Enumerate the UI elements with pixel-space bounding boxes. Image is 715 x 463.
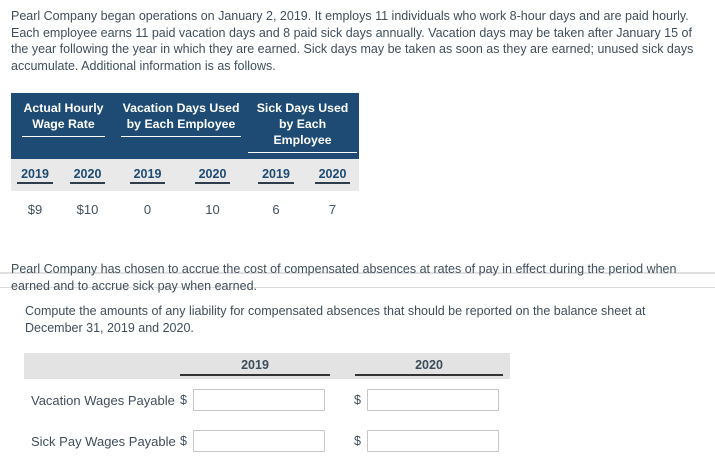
question-paragraph: Compute the amounts of any liability for… — [25, 304, 646, 335]
answer-row-vacation: Vacation Wages Payable $ $ — [24, 380, 510, 420]
table-year-row: 2019 2020 2019 2020 2019 2020 — [11, 159, 360, 191]
answer-year-2020: 2020 — [355, 358, 503, 376]
table-value-row: $9 $10 0 10 6 7 — [11, 191, 360, 225]
answer-year-2019: 2019 — [180, 358, 330, 376]
header-label: Actual Hourly Wage Rate — [21, 100, 106, 137]
answer-card: Compute the amounts of any liability for… — [0, 287, 715, 462]
header-label: Vacation Days Used by Each Employee — [120, 100, 242, 137]
vacation-payable-2020-input[interactable] — [367, 389, 499, 411]
answer-row-sick-pay: Sick Pay Wages Payable $ $ — [24, 421, 510, 461]
dollar-sign: $ — [180, 393, 187, 407]
intro-paragraph: Pearl Company began operations on Januar… — [11, 9, 694, 73]
answer-table-header: 2019 2020 — [24, 353, 510, 379]
year-label: 2020 — [194, 167, 231, 184]
year-label: 2019 — [17, 167, 53, 184]
sick-days-2019: 6 — [246, 191, 307, 225]
year-label: 2020 — [314, 167, 351, 184]
row-label-sick-pay-wages-payable: Sick Pay Wages Payable — [31, 433, 176, 449]
table-group-header-row: Actual Hourly Wage Rate Vacation Days Us… — [11, 93, 360, 159]
year-label: 2020 — [69, 167, 106, 184]
dollar-sign: $ — [354, 393, 361, 407]
vacation-days-2020: 10 — [179, 191, 247, 225]
header-actual-hourly-wage-rate: Actual Hourly Wage Rate — [11, 93, 117, 159]
vacation-payable-2019-input[interactable] — [193, 389, 325, 411]
header-vacation-days-used: Vacation Days Used by Each Employee — [116, 93, 247, 159]
year-label: 2019 — [129, 167, 166, 184]
card-divider-gap — [0, 274, 715, 287]
sick-pay-payable-2019-input[interactable] — [193, 430, 325, 452]
row-label-vacation-wages-payable: Vacation Wages Payable — [31, 392, 175, 408]
header-label: Sick Days Used by Each Employee — [248, 100, 358, 153]
wage-rate-2020: $10 — [59, 191, 117, 225]
dollar-sign: $ — [180, 434, 187, 448]
sick-days-2020: 7 — [306, 191, 360, 225]
problem-card: Pearl Company began operations on Januar… — [0, 9, 715, 293]
wage-rate-2019: $9 — [11, 191, 59, 225]
sick-pay-payable-2020-input[interactable] — [367, 430, 499, 452]
year-label: 2019 — [258, 167, 294, 184]
answer-table: 2019 2020 Vacation Wages Payable $ $ Sic… — [24, 353, 510, 461]
wage-info-table: Actual Hourly Wage Rate Vacation Days Us… — [11, 93, 360, 225]
header-sick-days-used: Sick Days Used by Each Employee — [246, 93, 360, 159]
vacation-days-2019: 0 — [116, 191, 180, 225]
dollar-sign: $ — [354, 434, 361, 448]
accrual-note-paragraph: Pearl Company has chosen to accrue the c… — [11, 262, 677, 293]
